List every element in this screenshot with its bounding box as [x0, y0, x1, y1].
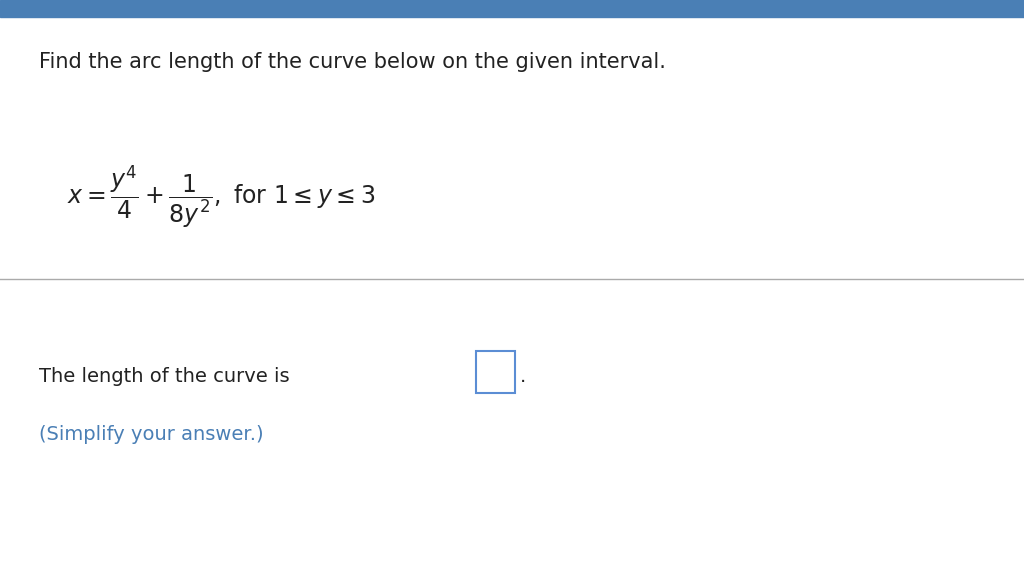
Text: (Simplify your answer.): (Simplify your answer.): [39, 425, 263, 444]
Text: The length of the curve is: The length of the curve is: [39, 367, 290, 386]
FancyBboxPatch shape: [0, 0, 1024, 17]
Text: Find the arc length of the curve below on the given interval.: Find the arc length of the curve below o…: [39, 52, 666, 72]
FancyBboxPatch shape: [476, 351, 515, 393]
Text: $x = \dfrac{y^4}{4} + \dfrac{1}{8y^2},\ \mathrm{for}\ 1 \leq y \leq 3$: $x = \dfrac{y^4}{4} + \dfrac{1}{8y^2},\ …: [67, 163, 375, 230]
Text: .: .: [520, 367, 526, 386]
